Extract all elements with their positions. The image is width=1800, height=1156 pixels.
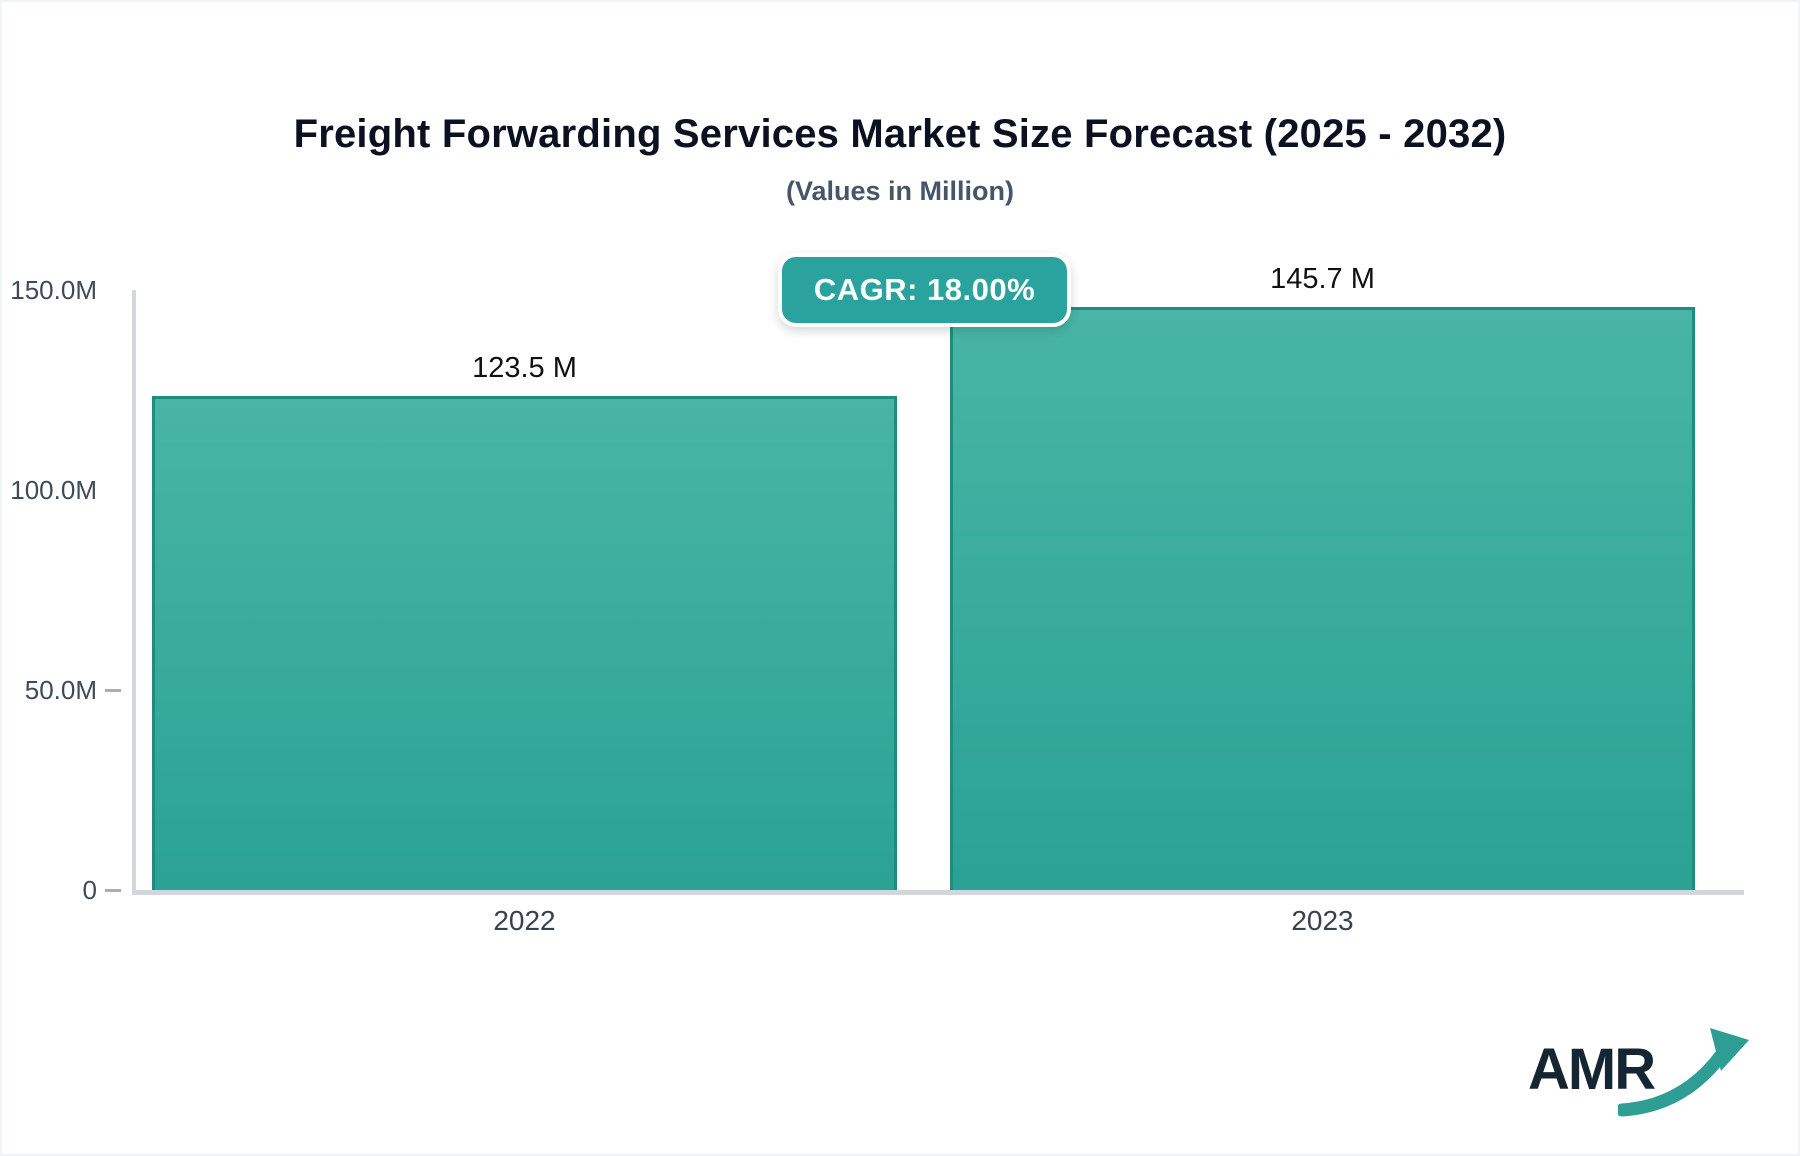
x-axis-label-2022: 2022 <box>493 905 556 936</box>
chart-subtitle: (Values in Million) <box>785 176 1015 206</box>
bar-value-label-2022: 123.5 M <box>472 352 577 384</box>
y-axis-tick-label: 100.0M <box>10 475 97 505</box>
bar-2022[interactable] <box>152 396 897 890</box>
y-axis-tick-label: 0 <box>82 875 97 905</box>
y-axis-tick-label: 150.0M <box>10 275 97 305</box>
y-axis-tick-dash <box>105 689 121 692</box>
chart-title: Freight Forwarding Services Market Size … <box>293 112 1507 156</box>
bar-2023[interactable] <box>950 307 1695 890</box>
cagr-badge: CAGR: 18.00% <box>778 253 1071 327</box>
growth-arrow-icon <box>1618 1028 1749 1117</box>
cagr-badge-label: CAGR: 18.00% <box>813 272 1036 307</box>
y-axis-tick-label: 50.0M <box>24 675 97 705</box>
y-axis-line <box>132 290 136 894</box>
y-axis-tick-dash <box>105 889 121 892</box>
amr-logo-text: AMR <box>1528 1037 1656 1102</box>
x-axis-label-2023: 2023 <box>1291 905 1354 936</box>
x-axis-line <box>132 890 1744 895</box>
bar-value-label-2023: 145.7 M <box>1270 263 1375 295</box>
amr-logo: AMR <box>1522 1024 1752 1124</box>
